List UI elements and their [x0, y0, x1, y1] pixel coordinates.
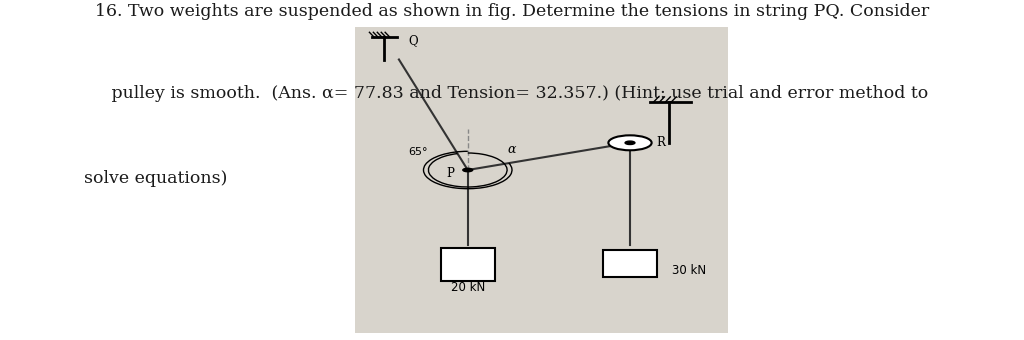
Text: 20 kN: 20 kN: [451, 281, 485, 294]
Bar: [440, 248, 495, 280]
FancyBboxPatch shape: [354, 27, 728, 333]
Circle shape: [608, 135, 651, 150]
Text: solve equations): solve equations): [84, 170, 227, 187]
Bar: [603, 250, 657, 277]
Text: α: α: [507, 143, 515, 156]
Text: P: P: [446, 167, 454, 180]
Circle shape: [463, 168, 473, 172]
Text: R: R: [656, 136, 666, 149]
Text: Q: Q: [409, 34, 419, 47]
Text: 16. Two weights are suspended as shown in fig. Determine the tensions in string : 16. Two weights are suspended as shown i…: [95, 3, 929, 20]
Text: pulley is smooth.  (Ans. α= 77.83 and Tension= 32.357.) (Hint: use trial and err: pulley is smooth. (Ans. α= 77.83 and Ten…: [95, 85, 929, 102]
Circle shape: [625, 141, 635, 144]
Text: 30 kN: 30 kN: [672, 264, 707, 277]
Text: 65°: 65°: [409, 147, 428, 157]
